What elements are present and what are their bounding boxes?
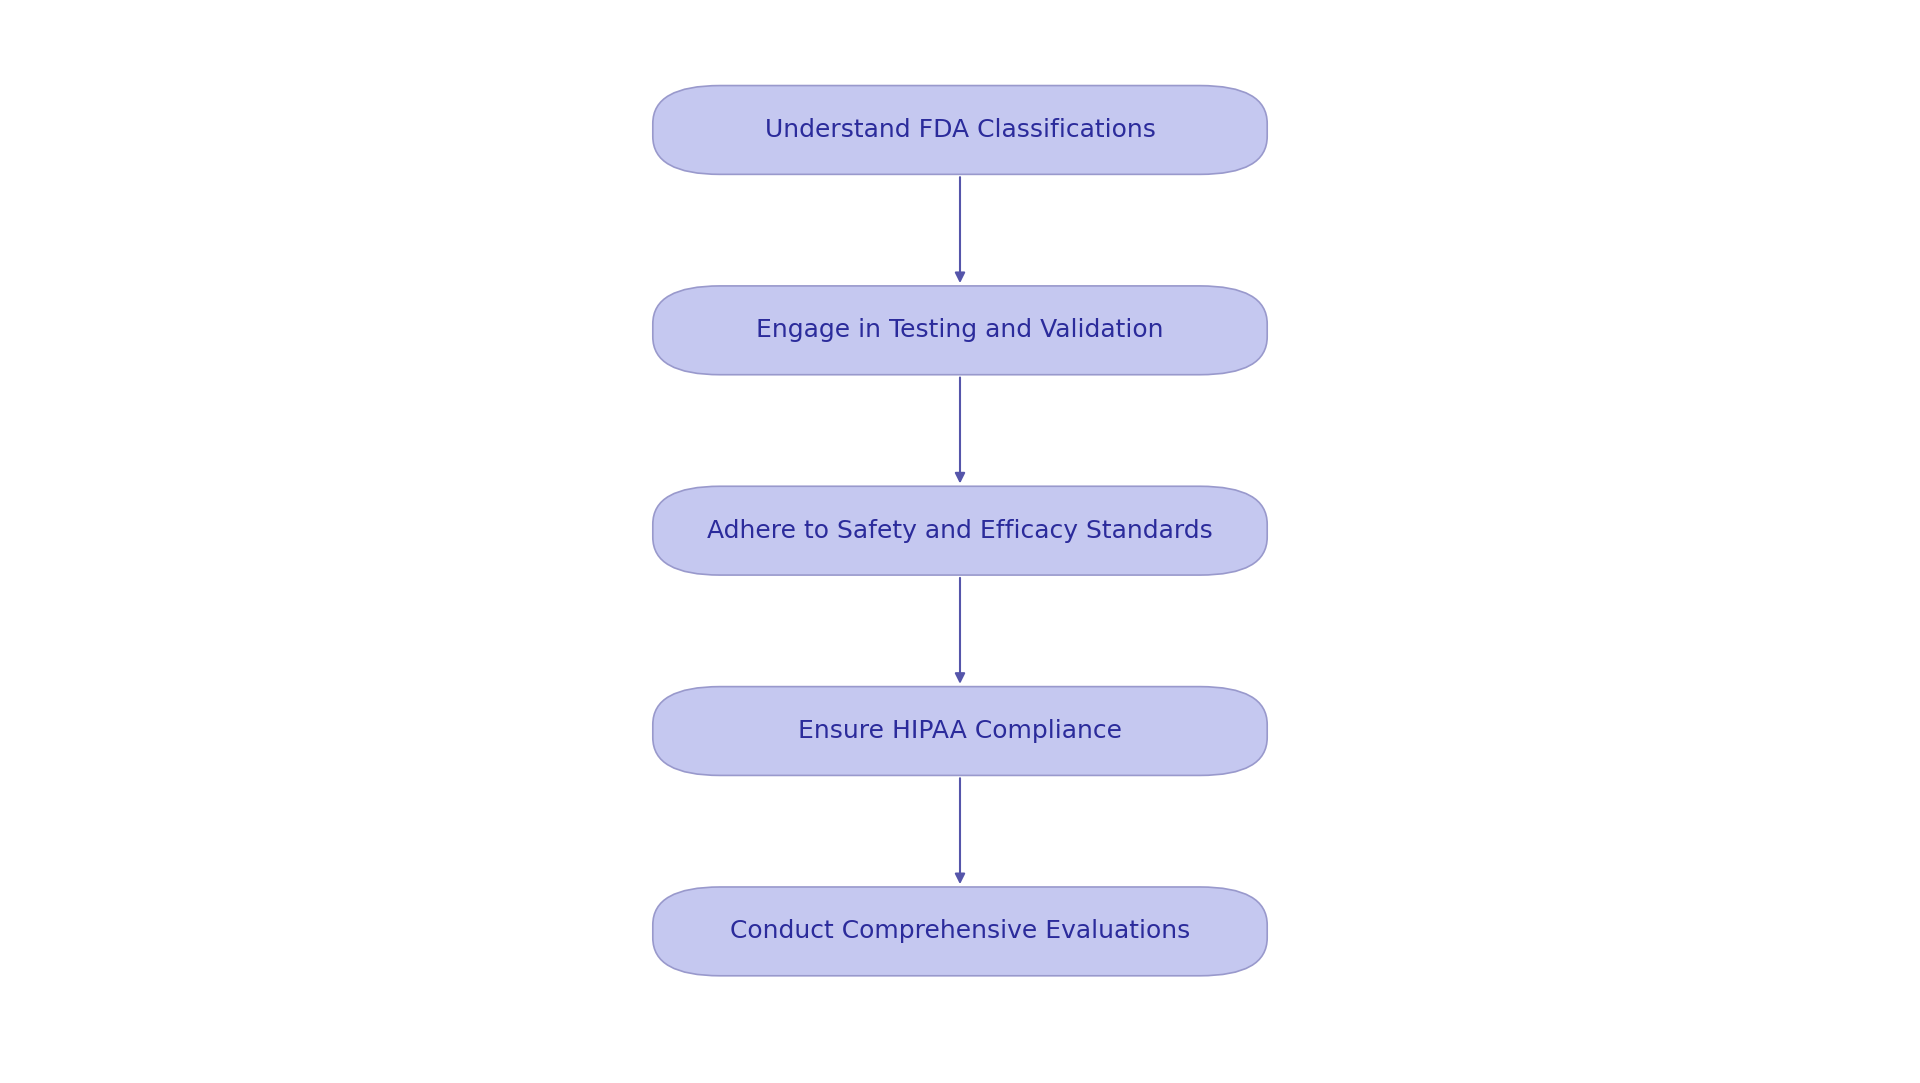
Text: Understand FDA Classifications: Understand FDA Classifications — [764, 118, 1156, 142]
Text: Ensure HIPAA Compliance: Ensure HIPAA Compliance — [799, 719, 1121, 743]
Text: Engage in Testing and Validation: Engage in Testing and Validation — [756, 318, 1164, 342]
FancyBboxPatch shape — [653, 887, 1267, 976]
FancyBboxPatch shape — [653, 286, 1267, 375]
Text: Conduct Comprehensive Evaluations: Conduct Comprehensive Evaluations — [730, 919, 1190, 943]
FancyBboxPatch shape — [653, 687, 1267, 775]
FancyBboxPatch shape — [653, 86, 1267, 174]
FancyBboxPatch shape — [653, 486, 1267, 575]
Text: Adhere to Safety and Efficacy Standards: Adhere to Safety and Efficacy Standards — [707, 519, 1213, 543]
